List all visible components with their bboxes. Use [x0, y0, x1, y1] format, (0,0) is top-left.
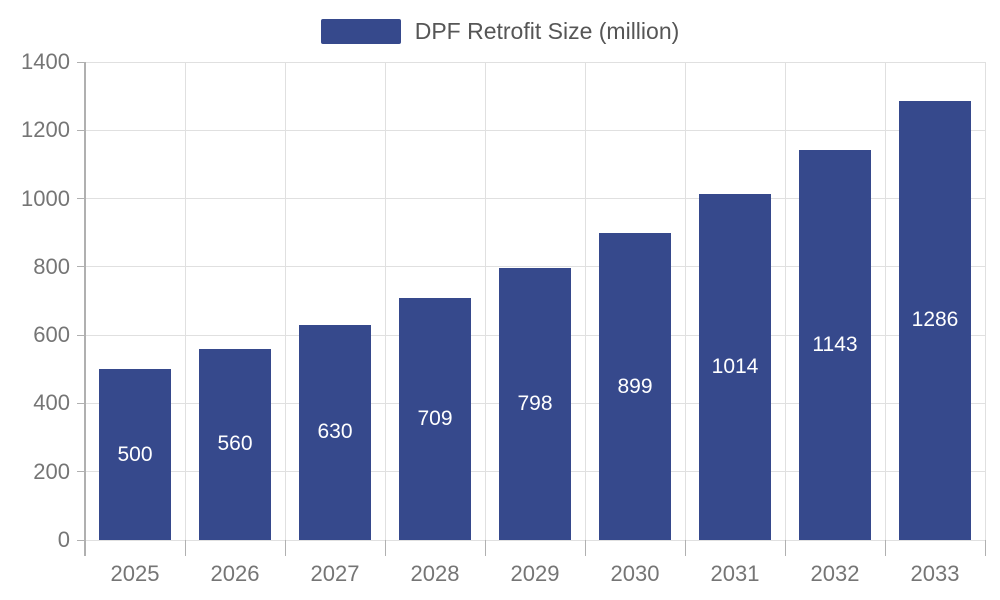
x-tick-label: 2025: [110, 561, 160, 586]
bar-value-label: 560: [217, 432, 253, 456]
y-axis-tick: [77, 334, 85, 336]
gridline-vertical: [484, 62, 486, 540]
gridline-horizontal: [85, 198, 985, 200]
y-tick-label: 1400: [21, 49, 70, 74]
gridline-vertical: [684, 62, 686, 540]
legend[interactable]: DPF Retrofit Size (million): [0, 18, 1000, 45]
x-tick-label: 2033: [910, 561, 960, 586]
y-axis-tick: [77, 266, 85, 268]
y-axis-tick: [77, 471, 85, 473]
gridline-vertical: [184, 62, 186, 540]
x-tick-label: 2028: [410, 561, 460, 586]
x-axis-tick: [284, 540, 286, 556]
bar: 899: [599, 233, 671, 540]
y-tick-label: 1200: [21, 117, 70, 143]
legend-swatch-icon: [320, 19, 401, 44]
y-tick-label: 1000: [21, 185, 70, 211]
legend-label: DPF Retrofit Size (million): [414, 18, 680, 44]
bar: 500: [99, 369, 171, 540]
y-axis-tick: [77, 539, 85, 541]
y-tick-label: 200: [33, 458, 70, 484]
y-axis-tick: [77, 402, 85, 404]
x-axis-tick: [984, 540, 986, 556]
gridline-horizontal: [85, 129, 985, 131]
x-axis-tick: [484, 540, 486, 556]
bar: 1143: [799, 149, 871, 540]
y-tick-label: 0: [57, 527, 70, 552]
bar: 709: [399, 297, 471, 540]
y-tick-label: 800: [33, 253, 70, 279]
bar: 630: [299, 324, 371, 540]
gridline-horizontal: [85, 539, 985, 541]
y-tick-label: 400: [33, 390, 70, 416]
bar: 560: [199, 348, 271, 540]
x-tick-label: 2031: [710, 561, 760, 586]
gridline-vertical: [384, 62, 386, 540]
gridline-vertical: [784, 62, 786, 540]
x-axis-tick: [584, 540, 586, 556]
x-tick-label: 2027: [310, 561, 360, 586]
x-axis-tick: [784, 540, 786, 556]
x-axis-tick: [684, 540, 686, 556]
gridline-horizontal: [85, 266, 985, 268]
bar-value-label: 798: [517, 391, 553, 415]
y-axis-tick: [77, 198, 85, 200]
x-axis-tick: [384, 540, 386, 556]
x-tick-label: 2032: [810, 561, 860, 586]
x-axis-tick: [884, 540, 886, 556]
bar-value-label: 1286: [911, 308, 959, 332]
bar-value-label: 899: [617, 374, 653, 398]
gridline-horizontal: [85, 61, 985, 63]
y-tick-label: 600: [33, 322, 70, 348]
x-tick-label: 2030: [610, 561, 660, 586]
x-axis-tick: [184, 540, 186, 556]
bar-value-label: 709: [417, 406, 453, 430]
x-tick-label: 2029: [510, 561, 560, 586]
bar-value-label: 1014: [711, 354, 759, 378]
gridline-vertical: [584, 62, 586, 540]
gridline-vertical: [284, 62, 286, 540]
bar-value-label: 630: [317, 420, 353, 444]
gridline-vertical: [884, 62, 886, 540]
gridline-vertical: [984, 62, 986, 540]
bar: 798: [499, 267, 571, 540]
bar: 1014: [699, 193, 771, 540]
x-tick-label: 2026: [210, 561, 260, 586]
bar-value-label: 1143: [812, 332, 858, 356]
y-axis-line: [84, 62, 86, 556]
bar-value-label: 500: [117, 442, 153, 466]
bar: 1286: [899, 100, 971, 540]
y-axis-tick: [77, 129, 85, 131]
y-axis-tick: [77, 61, 85, 63]
